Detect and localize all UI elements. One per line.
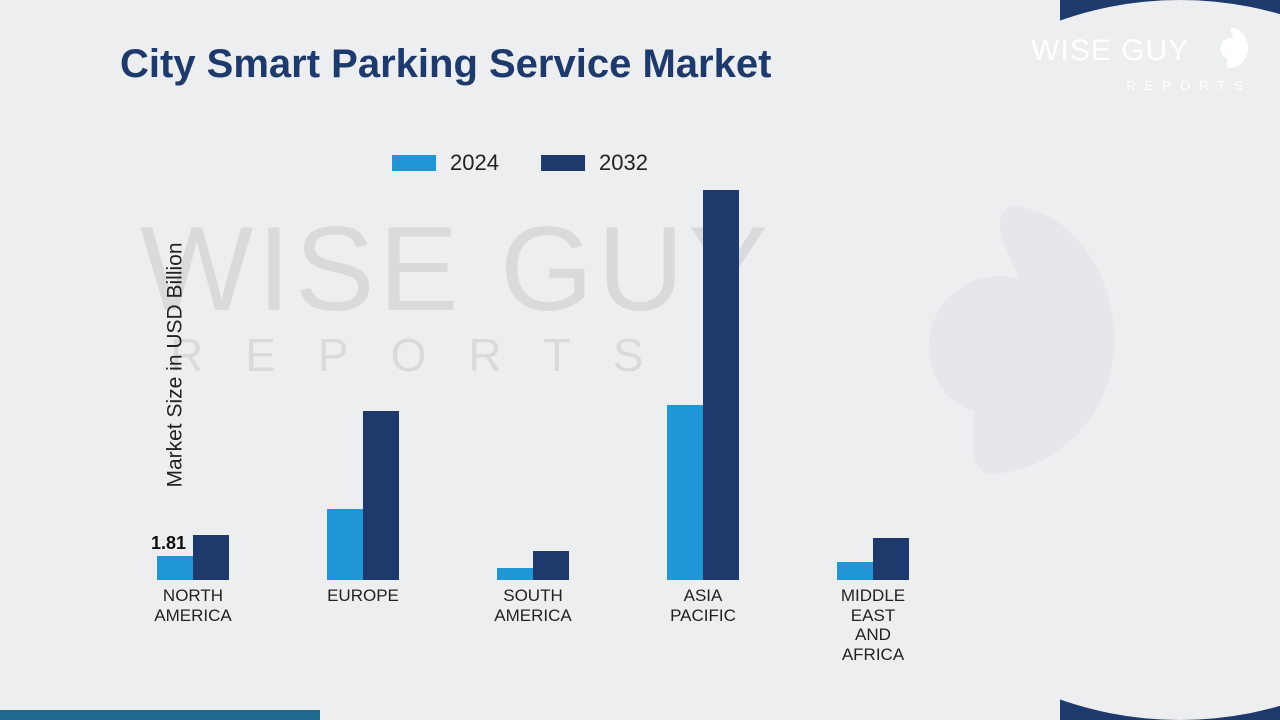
bar-group: EUROPE bbox=[303, 190, 423, 580]
bar-2032 bbox=[193, 535, 229, 581]
chart-legend: 2024 2032 bbox=[392, 150, 648, 176]
category-label: ASIAPACIFIC bbox=[633, 586, 773, 625]
legend-swatch-2032 bbox=[541, 155, 585, 171]
brand-head-icon bbox=[1204, 24, 1252, 80]
bar-group: SOUTHAMERICA bbox=[473, 190, 593, 580]
page-root: WISE GUY REPORTS WISE GUY bbox=[0, 0, 1280, 720]
bar-pair bbox=[643, 190, 763, 580]
brand-logo: WISE GUY REPORTS bbox=[1031, 24, 1252, 93]
category-label: SOUTHAMERICA bbox=[463, 586, 603, 625]
bar-2032 bbox=[363, 411, 399, 580]
bar-pair bbox=[473, 190, 593, 580]
brand-logo-sub: REPORTS bbox=[1031, 78, 1252, 93]
category-label: EUROPE bbox=[293, 586, 433, 606]
bar-2032 bbox=[533, 551, 569, 580]
legend-item-2024: 2024 bbox=[392, 150, 499, 176]
bar-group: MIDDLEEASTANDAFRICA bbox=[813, 190, 933, 580]
legend-label-2024: 2024 bbox=[450, 150, 499, 176]
bar-value-label: 1.81 bbox=[151, 533, 186, 554]
bar-2024 bbox=[327, 509, 363, 581]
legend-label-2032: 2032 bbox=[599, 150, 648, 176]
brand-logo-main: WISE GUY bbox=[1031, 24, 1252, 80]
bar-2024 bbox=[667, 405, 703, 581]
bottom-accent-bar bbox=[0, 710, 320, 720]
category-label: NORTHAMERICA bbox=[123, 586, 263, 625]
bar-pair bbox=[133, 190, 253, 580]
bar-pair bbox=[813, 190, 933, 580]
bar-group: ASIAPACIFIC bbox=[643, 190, 763, 580]
brand-logo-text: WISE GUY bbox=[1031, 34, 1188, 67]
bar-2032 bbox=[703, 190, 739, 580]
legend-swatch-2024 bbox=[392, 155, 436, 171]
chart-plot: 1.81NORTHAMERICA EUROPE SOUTHAMERICA ASIAPA… bbox=[123, 190, 935, 580]
chart-area: Market Size in USD Billion 2024 2032 1.8… bbox=[105, 150, 935, 580]
bar-2032 bbox=[873, 538, 909, 580]
bar-2024 bbox=[837, 562, 873, 580]
category-label: MIDDLEEASTANDAFRICA bbox=[803, 586, 943, 664]
bar-2024 bbox=[157, 556, 193, 580]
bar-pair bbox=[303, 190, 423, 580]
legend-item-2032: 2032 bbox=[541, 150, 648, 176]
chart-title: City Smart Parking Service Market bbox=[120, 42, 771, 87]
bar-2024 bbox=[497, 568, 533, 580]
bar-group: 1.81NORTHAMERICA bbox=[133, 190, 253, 580]
